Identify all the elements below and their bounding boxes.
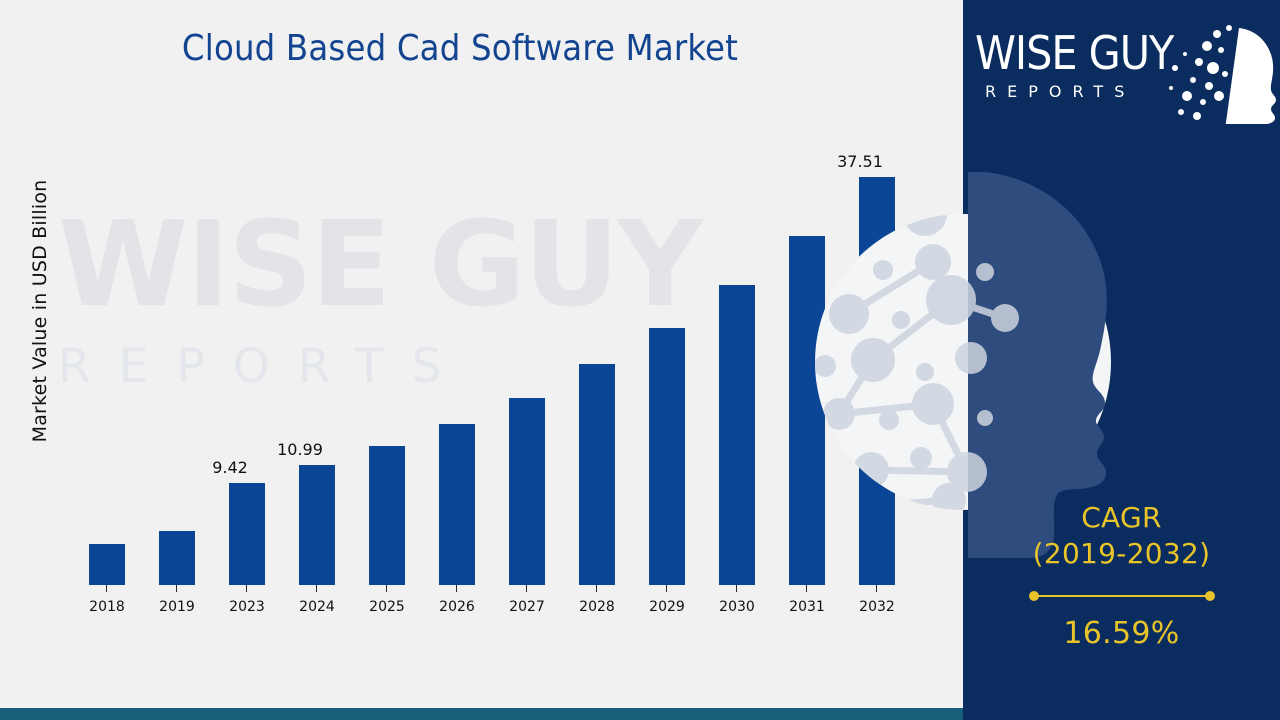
bar — [89, 543, 125, 585]
x-axis-tick — [876, 585, 877, 592]
cagr-value: 16.59% — [1063, 615, 1180, 651]
x-axis-tick — [736, 585, 737, 592]
x-axis-tick — [456, 585, 457, 592]
cagr-block: CAGR (2019-2032) 16.59% — [963, 500, 1280, 651]
logo-wordmark: WISE GUY — [975, 26, 1174, 80]
wiseguy-reports-logo: WISE GUY REPORTS — [971, 25, 1276, 124]
divider-line — [1034, 594, 1209, 597]
bar-group: 2018 — [72, 150, 142, 615]
cagr-title: CAGR — [1081, 501, 1162, 534]
brand-background-graphic — [815, 172, 1111, 558]
bar-group: 2026 — [422, 150, 492, 615]
x-axis-label: 2018 — [89, 599, 125, 615]
divider-dot-left — [1028, 590, 1039, 601]
x-axis-tick — [806, 585, 807, 592]
x-axis-label: 2023 — [229, 599, 265, 615]
bottom-accent-strip — [0, 708, 963, 720]
x-axis-label: 2029 — [649, 599, 685, 615]
bar-group: 9.42 2023 — [212, 150, 282, 615]
x-axis-label: 2025 — [369, 599, 405, 615]
x-axis-tick — [316, 585, 317, 592]
logo-subtitle: REPORTS — [985, 82, 1136, 101]
bar — [509, 397, 545, 585]
bar — [439, 424, 475, 585]
x-axis-tick — [386, 585, 387, 592]
cagr-divider — [1028, 590, 1215, 602]
bar-value-label: 9.42 — [212, 457, 248, 477]
x-axis-tick — [246, 585, 247, 592]
bar-group: 2019 — [142, 150, 212, 615]
x-axis-label: 2032 — [859, 599, 895, 615]
bar — [369, 445, 405, 585]
bar-group: 2030 — [702, 150, 772, 615]
bar — [299, 465, 335, 585]
page-title: Cloud Based Cad Software Market — [181, 28, 739, 69]
x-axis-label: 2028 — [579, 599, 615, 615]
x-axis-tick — [526, 585, 527, 592]
x-axis-tick — [666, 585, 667, 592]
divider-dot-right — [1204, 590, 1215, 601]
bar-value-label: 37.51 — [837, 152, 883, 172]
bar-group: 2025 — [352, 150, 422, 615]
x-axis-label: 2031 — [789, 599, 825, 615]
bar — [719, 284, 755, 585]
bar — [649, 328, 685, 585]
x-axis-tick — [176, 585, 177, 592]
bar-group: 2028 — [562, 150, 632, 615]
bar — [579, 364, 615, 585]
molecule-dot-pattern — [815, 214, 1019, 510]
bar — [159, 530, 195, 585]
x-axis-tick — [106, 585, 107, 592]
bar-group: 2029 — [632, 150, 702, 615]
x-axis-label: 2027 — [509, 599, 545, 615]
x-axis-label: 2019 — [159, 599, 195, 615]
cagr-range: (2019-2032) — [1032, 536, 1211, 570]
head-profile-silhouette — [968, 172, 1107, 558]
bar-value-label: 10.99 — [277, 440, 323, 460]
bar-group: 10.99 2024 — [277, 150, 352, 615]
brand-panel: WISE GUY REPORTS CAGR (2019-2 — [815, 0, 1280, 720]
x-axis-label: 2026 — [439, 599, 475, 615]
bar-group: 2031 — [772, 150, 842, 615]
bar-group: 2027 — [492, 150, 562, 615]
x-axis-label: 2024 — [299, 599, 335, 615]
logo-head-dots-icon — [1169, 25, 1276, 124]
bar — [229, 482, 265, 585]
bar — [789, 235, 825, 585]
x-axis-label: 2030 — [719, 599, 755, 615]
y-axis-label: Market Value in USD Billion — [29, 179, 51, 443]
x-axis-tick — [596, 585, 597, 592]
